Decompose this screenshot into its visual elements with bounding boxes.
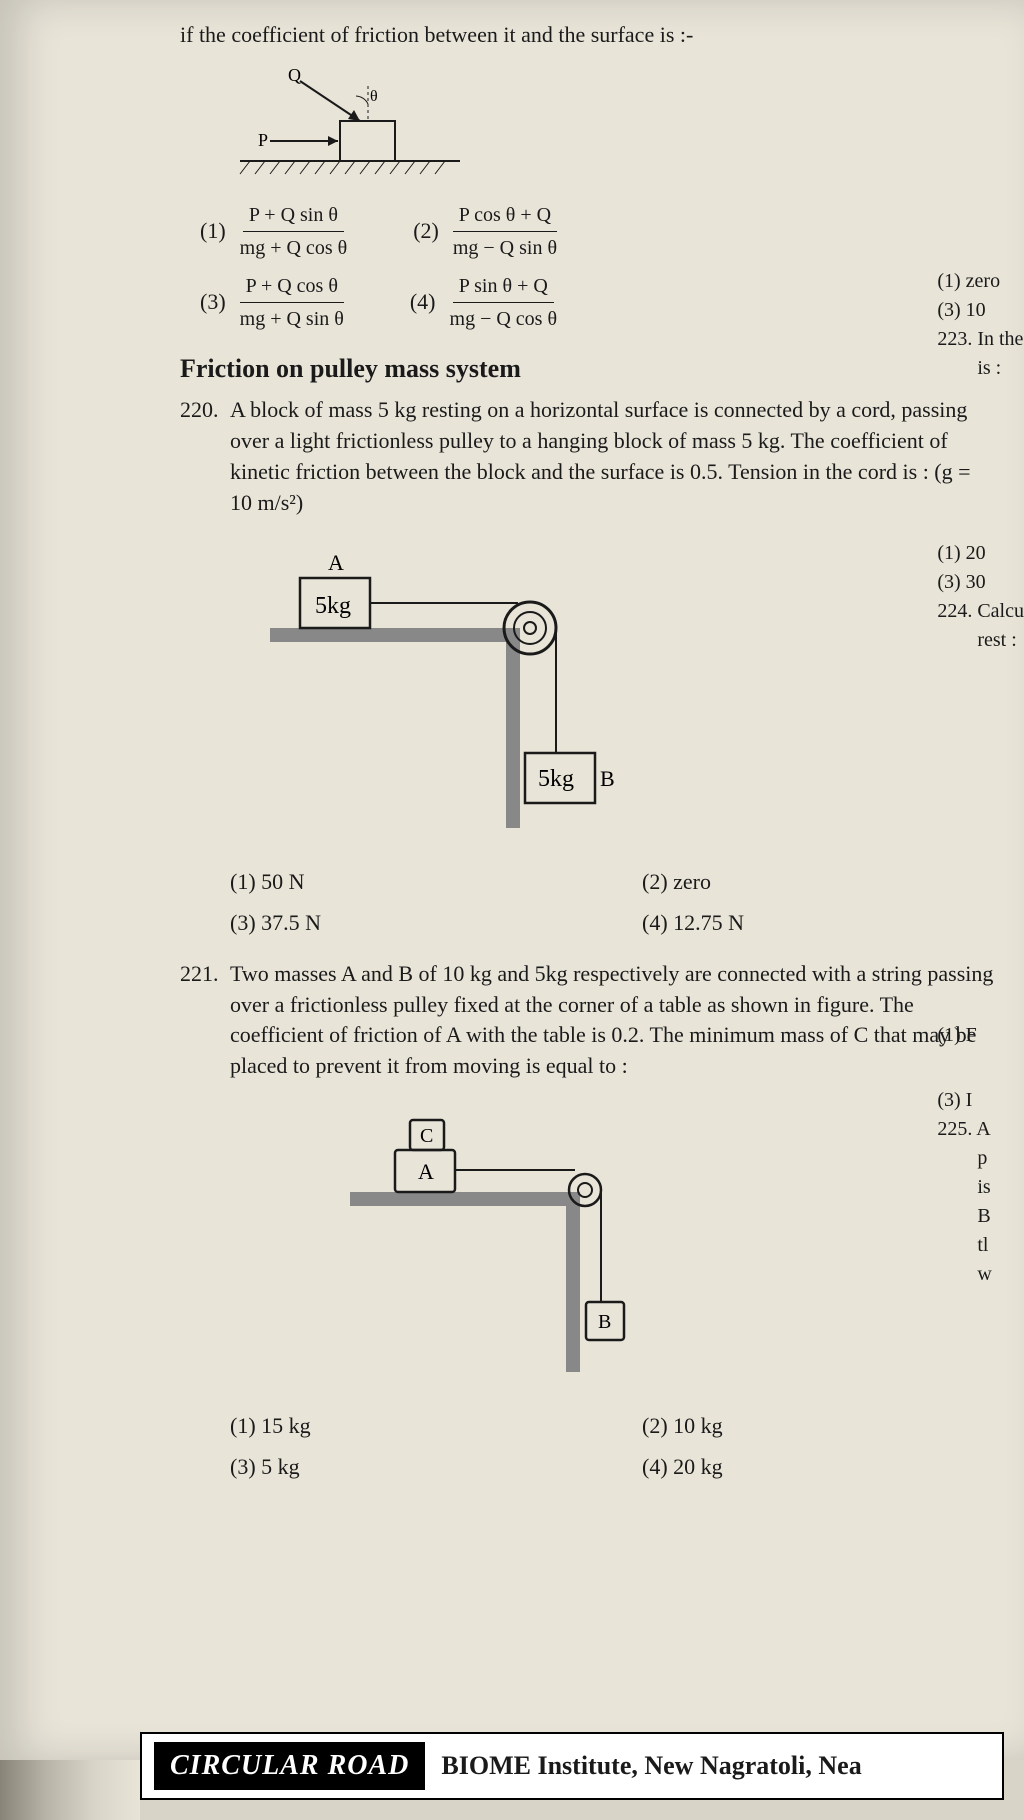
q221-opt1: (1) 15 kg [230, 1411, 582, 1442]
q221-blockA: A [418, 1159, 434, 1184]
right-r5: (3) 30 [937, 571, 1024, 594]
q220: 220. A block of mass 5 kg resting on a h… [180, 395, 994, 939]
q219-opt3: (3) P + Q cos θ mg + Q sin θ [200, 272, 350, 333]
q220-options: (1) 50 N (2) zero (3) 37.5 N (4) 12.75 N [230, 867, 994, 939]
intro-text: if the coefficient of friction between i… [180, 20, 994, 51]
q221-blockC: C [420, 1125, 433, 1147]
q220-blockB-mass: 5kg [538, 766, 574, 792]
q221-diagram: A C B [340, 1102, 994, 1391]
q219-opt4: (4) P sin θ + Q mg − Q cos θ [410, 272, 563, 333]
label-theta: θ [370, 88, 378, 105]
right-r7: (1) F [937, 1024, 1024, 1047]
right-r2: (3) 10 [937, 299, 1024, 322]
page-content: if the coefficient of friction between i… [0, 0, 1024, 1760]
q220-diagram: 5kg A 5kg B [260, 538, 994, 847]
right-r6-text2: rest : [977, 629, 1024, 652]
q221-opt2: (2) 10 kg [642, 1411, 994, 1442]
footer-badge: CIRCULAR ROAD [154, 1742, 425, 1790]
right-r6-num: 224. [937, 600, 972, 622]
q221: 221. Two masses A and B of 10 kg and 5kg… [180, 959, 994, 1483]
q219-opt1: (1) P + Q sin θ mg + Q cos θ [200, 201, 353, 262]
right-r3-text: In the [977, 328, 1023, 350]
q219-options-row1: (1) P + Q sin θ mg + Q cos θ (2) P cos θ… [200, 201, 994, 262]
q221-blockB: B [598, 1311, 611, 1333]
q219-options-row2: (3) P + Q cos θ mg + Q sin θ (4) P sin θ… [200, 272, 994, 333]
q220-opt1: (1) 50 N [230, 867, 582, 898]
q221-num: 221. [180, 959, 219, 990]
q221-options: (1) 15 kg (2) 10 kg (3) 5 kg (4) 20 kg [230, 1411, 994, 1483]
right-r3-text2: is : [977, 357, 1024, 380]
q220-blockA-label: A [328, 550, 344, 575]
right-r4: (1) 20 [937, 542, 1024, 565]
q220-text: A block of mass 5 kg resting on a horizo… [230, 395, 994, 518]
q220-blockA-mass: 5kg [315, 593, 351, 619]
q221-opt4: (4) 20 kg [642, 1452, 994, 1483]
right-r8: (3) I [937, 1089, 1024, 1112]
right-r1: (1) zero [937, 270, 1024, 293]
q220-opt3: (3) 37.5 N [230, 908, 582, 939]
page-footer: CIRCULAR ROAD BIOME Institute, New Nagra… [140, 1732, 1004, 1800]
q221-text: Two masses A and B of 10 kg and 5kg resp… [230, 959, 994, 1082]
right-r9-num: 225. [937, 1118, 972, 1140]
label-Q: Q [288, 66, 301, 85]
q220-blockB-label: B [600, 766, 615, 791]
right-r6-text: Calcu [977, 600, 1024, 622]
q221-opt3: (3) 5 kg [230, 1452, 582, 1483]
right-column-partial: (1) zero (3) 10 223. In the is : (1) 20 … [937, 270, 1024, 1292]
q219-opt2: (2) P cos θ + Q mg − Q sin θ [413, 201, 563, 262]
footer-text: BIOME Institute, New Nagratoli, Nea [441, 1751, 861, 1781]
label-P: P [258, 130, 268, 150]
q219-diagram: P Q θ [220, 66, 994, 186]
q220-num: 220. [180, 395, 219, 426]
section-title: Friction on pulley mass system [180, 351, 994, 387]
right-r3-num: 223. [937, 328, 972, 350]
